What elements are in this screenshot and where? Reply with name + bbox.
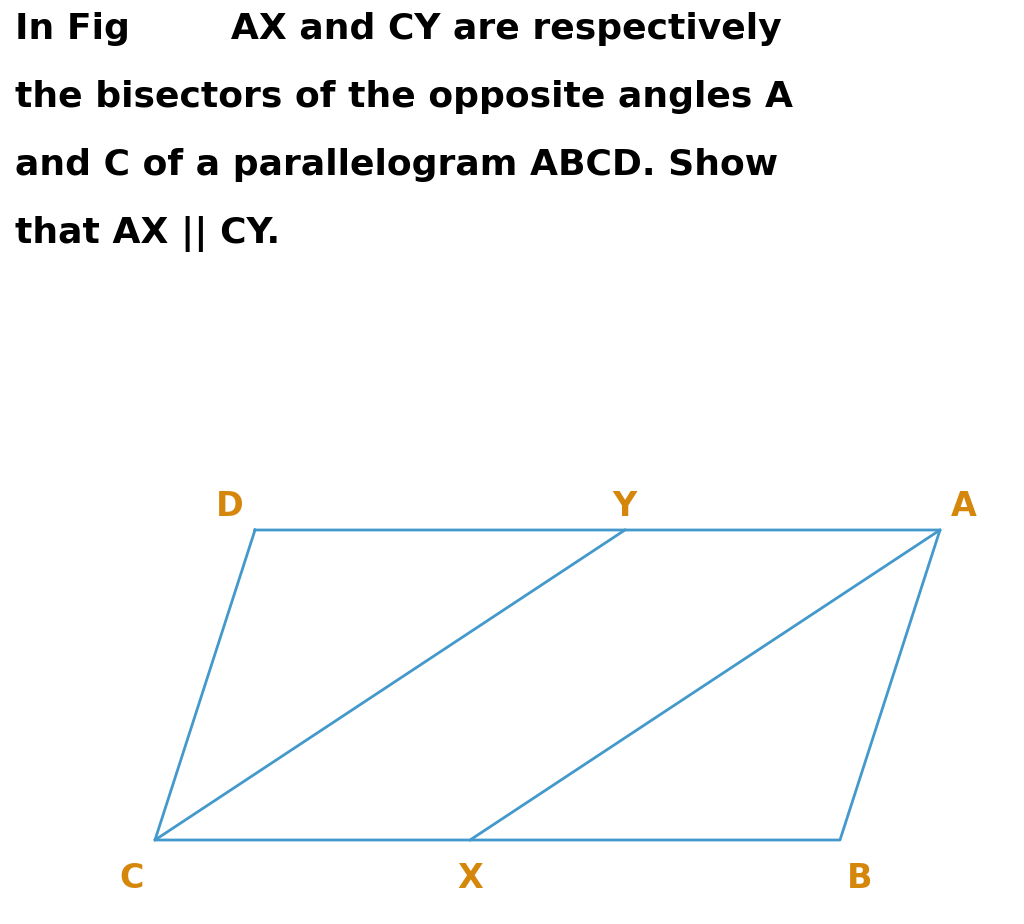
Text: B: B (847, 862, 872, 895)
Text: and C of a parallelogram ABCD. Show: and C of a parallelogram ABCD. Show (15, 148, 778, 182)
Text: that AX || CY.: that AX || CY. (15, 216, 281, 252)
Text: A: A (951, 491, 977, 523)
Text: Y: Y (612, 491, 637, 523)
Text: In Fig        AX and CY are respectively: In Fig AX and CY are respectively (15, 12, 781, 46)
Text: the bisectors of the opposite angles A: the bisectors of the opposite angles A (15, 80, 793, 114)
Text: C: C (120, 862, 144, 895)
Text: X: X (458, 862, 483, 895)
Text: D: D (216, 491, 244, 523)
